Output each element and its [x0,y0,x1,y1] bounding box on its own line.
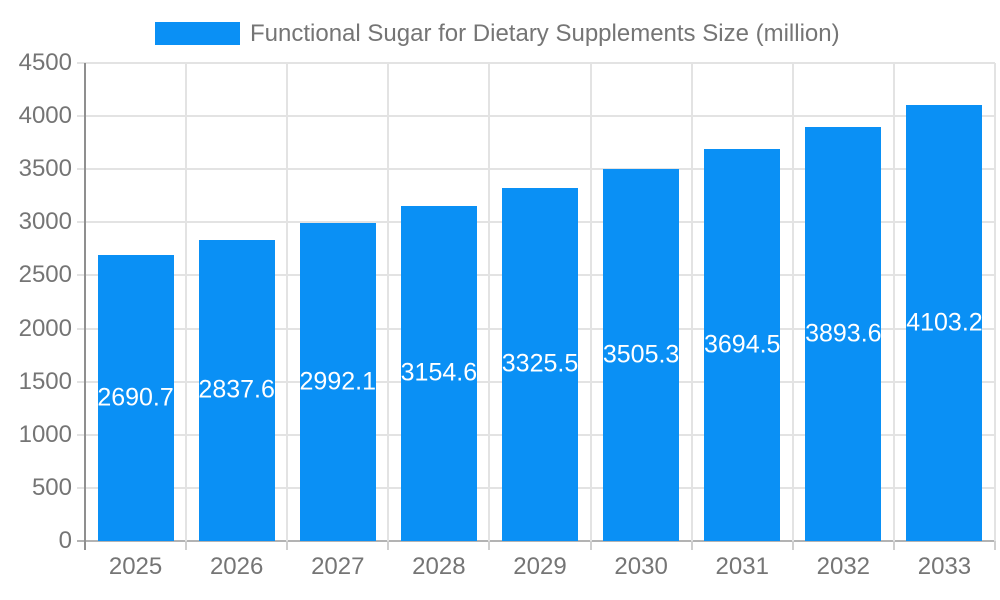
x-tick-label: 2028 [412,553,466,580]
y-axis-line [84,63,86,541]
x-tick-label: 2026 [209,553,264,580]
gridline-vertical [892,63,895,541]
x-tick-mark [185,541,188,550]
x-axis-line [85,540,995,542]
x-tick-mark [791,541,794,550]
gridline-horizontal [85,115,995,118]
x-tick-mark [387,541,390,550]
x-tick-mark [286,541,289,550]
y-tick-label: 3500 [18,155,72,183]
legend-swatch [155,22,240,45]
y-tick-label: 500 [31,473,72,501]
y-tick-mark [77,540,85,542]
gridline-vertical [690,63,693,541]
x-tick-mark [892,541,895,550]
gridline-vertical [185,63,188,541]
bar-value-label: 3505.3 [602,340,680,369]
x-tick-mark [589,541,592,550]
bar-value-label: 2837.6 [198,375,275,404]
plot-area: 2690.7 2837.6 2992.1 3154.6 3325.5 3505.3 3694… [77,62,996,550]
y-tick-mark [77,168,85,171]
x-tick-label: 2031 [715,553,769,580]
gridline-vertical [286,63,289,541]
y-tick-mark [77,62,85,64]
x-tick-label: 2033 [917,553,972,580]
bar-value-label: 2690.7 [97,383,174,412]
bar-2029: 3325.5 [501,187,579,541]
bar-2026: 2837.6 [198,239,275,541]
bar-value-label: 3893.6 [805,319,882,348]
gridline-vertical [488,63,491,541]
bar-value-label: 3325.5 [501,349,579,378]
bar-2027: 2992.1 [300,223,376,541]
bar-2030: 3505.3 [602,168,680,541]
y-tick-mark [77,433,85,436]
y-tick-mark [77,380,85,383]
gridline-horizontal [85,168,995,171]
x-tick-label: 2029 [513,553,567,580]
y-tick-label: 4500 [18,49,72,76]
x-tick-label: 2030 [614,553,668,580]
gridline-vertical [994,63,996,541]
gridline-horizontal [85,62,995,64]
y-tick-label: 3000 [18,208,72,236]
y-tick-mark [77,274,85,277]
x-tick-label: 2027 [311,553,365,580]
gridline-vertical [387,63,390,541]
y-tick-label: 1500 [18,367,72,395]
bar-2028: 3154.6 [400,205,478,541]
bar-value-label: 3154.6 [400,358,478,387]
bar-value-label: 2992.1 [299,367,376,396]
y-tick-mark [77,486,85,489]
y-tick-label: 1000 [18,420,72,448]
y-tick-mark [77,327,85,330]
bar-value-label: 4103.2 [906,308,983,337]
x-tick-mark [84,541,86,550]
chart-legend: Functional Sugar for Dietary Supplements… [155,21,840,46]
y-tick-label: 2500 [18,261,72,289]
y-tick-label: 2000 [18,314,72,342]
bar-value-label: 3694.5 [703,330,781,359]
bar-2031: 3694.5 [703,148,781,541]
y-tick-mark [77,221,85,224]
x-tick-mark [690,541,693,550]
chart-title: Functional Sugar for Dietary Supplements… [250,20,840,47]
gridline-vertical [589,63,592,541]
x-tick-label: 2032 [816,553,871,580]
bar-2033: 4103.2 [906,105,983,541]
x-tick-label: 2025 [108,553,163,580]
bar-2032: 3893.6 [805,127,882,541]
y-tick-label: 4000 [18,102,72,130]
x-tick-mark [488,541,491,550]
y-tick-label: 0 [58,527,72,554]
bar-2025: 2690.7 [97,255,174,541]
y-tick-mark [77,115,85,118]
x-tick-mark [994,541,996,550]
gridline-vertical [791,63,794,541]
